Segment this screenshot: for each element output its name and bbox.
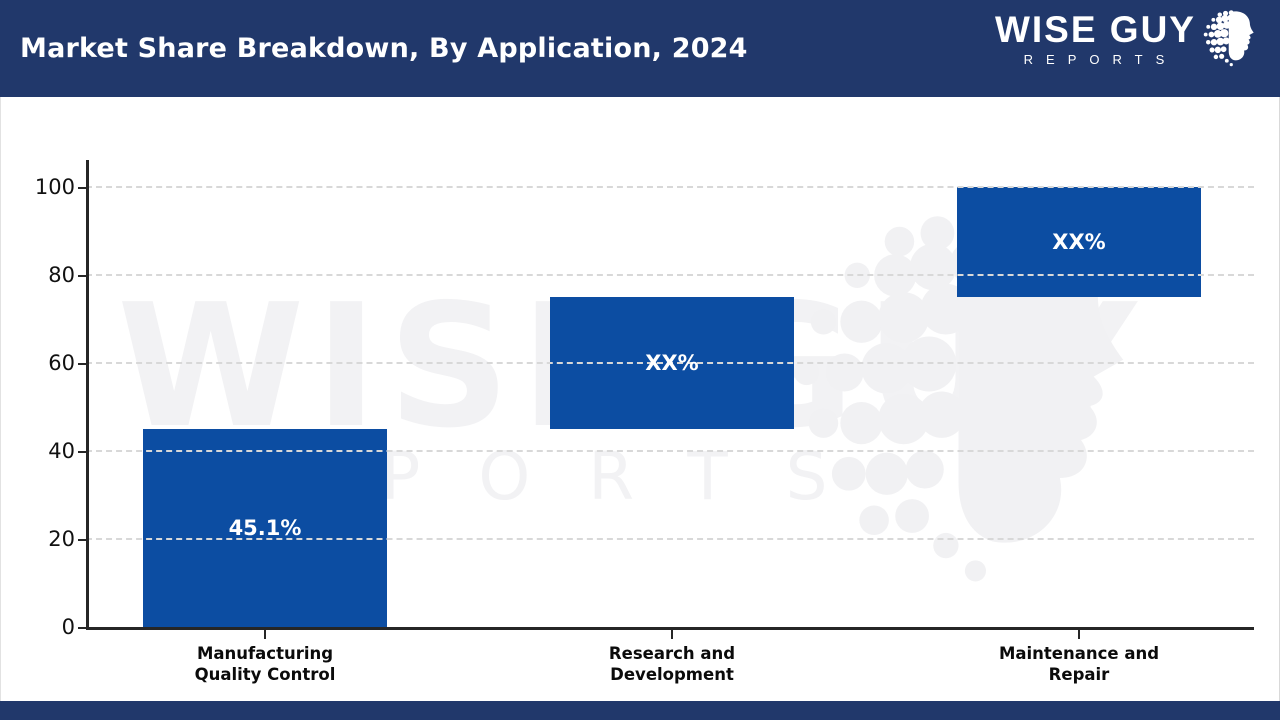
gridline [86,538,1254,540]
y-tick-label: 20 [48,527,75,551]
logo-wordmark-line2: REPORTS [1023,51,1178,67]
bar-segment: XX% [957,187,1201,297]
chart-area: WISE GUY REPORTS 45.1% XX% XX% 0 20 40 60 80 100… [0,97,1280,701]
x-category-label-line: Quality Control [194,665,336,684]
y-tick-mark [78,275,86,277]
logo-face-icon [1203,10,1254,67]
bar-value-label: 45.1% [228,515,302,540]
x-tick-mark [264,630,266,639]
x-tick-mark [671,630,673,639]
y-tick-label: 40 [48,439,75,463]
y-tick-mark [78,363,86,365]
y-tick-mark [78,187,86,189]
gridline [86,450,1254,452]
y-axis-line [86,160,89,630]
gridline [86,362,1254,364]
y-tick-mark [78,627,86,629]
y-tick-label: 0 [61,615,75,639]
logo-wordmark: WISE GUY REPORTS [994,9,1196,67]
x-category-label-line: Maintenance and [998,644,1160,663]
plot-area: WISE GUY REPORTS 45.1% XX% XX% 0 20 40 60 80 100… [1,97,1279,701]
x-category-label-line: Development [610,665,734,684]
x-category-label-line: Repair [1048,665,1110,684]
chart-title: Market Share Breakdown, By Application, … [20,33,748,64]
wise-guy-reports-logo: WISE GUY REPORTS [995,10,1262,68]
bar-segment: 45.1% [143,428,387,627]
bar-value-label: XX% [645,350,699,375]
x-category-label-line: Research and [608,644,736,663]
x-axis-line [86,627,1254,630]
header-bar: Market Share Breakdown, By Application, … [0,0,1280,97]
y-tick-label: 60 [48,351,75,375]
x-category-label: Maintenance and Repair [929,643,1229,685]
x-tick-mark [1078,630,1080,639]
gridline [86,274,1254,276]
x-category-label: Research and Development [522,643,822,685]
x-category-label: Manufacturing Quality Control [115,643,415,685]
bar-value-label: XX% [1052,229,1106,254]
y-tick-label: 100 [34,175,75,199]
gridline [86,186,1254,188]
logo-wordmark-line1: WISE GUY [994,9,1196,51]
y-tick-label: 80 [48,263,75,287]
footer-bar [0,701,1280,720]
y-tick-mark [78,451,86,453]
x-category-label-line: Manufacturing [196,644,334,663]
y-tick-mark [78,539,86,541]
